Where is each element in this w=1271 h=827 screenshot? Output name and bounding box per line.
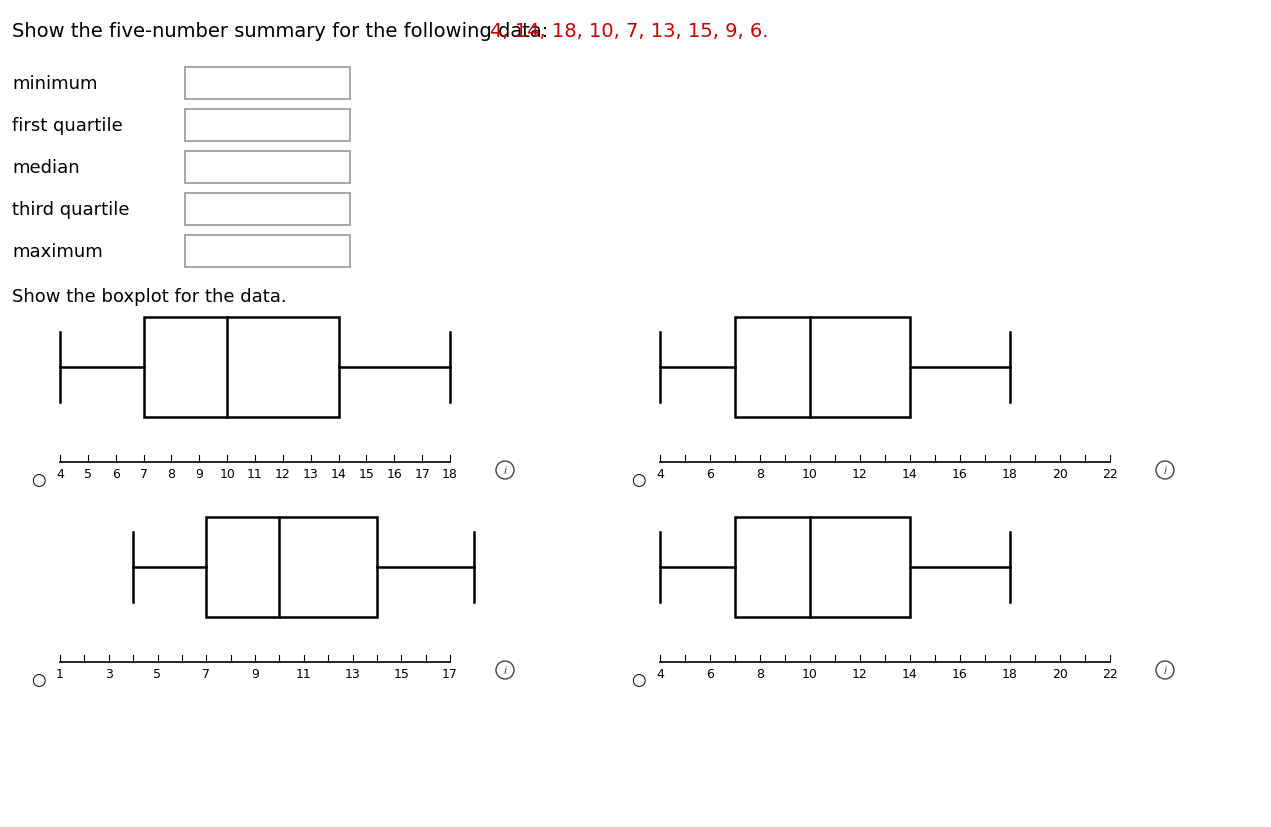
Bar bbox=[206, 518, 377, 617]
Text: 13: 13 bbox=[302, 467, 319, 480]
Text: 12: 12 bbox=[852, 667, 868, 680]
Text: 7: 7 bbox=[140, 467, 147, 480]
Bar bbox=[186, 68, 350, 100]
Text: 22: 22 bbox=[1102, 667, 1118, 680]
Text: 11: 11 bbox=[296, 667, 311, 680]
Bar bbox=[186, 236, 350, 268]
Text: 4, 14, 18, 10, 7, 13, 15, 9, 6.: 4, 14, 18, 10, 7, 13, 15, 9, 6. bbox=[491, 22, 769, 41]
Text: 14: 14 bbox=[902, 667, 918, 680]
Text: 8: 8 bbox=[756, 467, 764, 480]
Text: maximum: maximum bbox=[11, 242, 103, 261]
Text: 3: 3 bbox=[104, 667, 113, 680]
Text: 7: 7 bbox=[202, 667, 210, 680]
Text: ○: ○ bbox=[630, 471, 646, 489]
Text: 20: 20 bbox=[1052, 667, 1068, 680]
Text: first quartile: first quartile bbox=[11, 117, 123, 135]
Text: 10: 10 bbox=[802, 467, 819, 480]
Text: 5: 5 bbox=[154, 667, 161, 680]
Text: i: i bbox=[503, 466, 507, 476]
Text: 4: 4 bbox=[656, 667, 663, 680]
Text: ○: ○ bbox=[630, 670, 646, 688]
Bar bbox=[186, 110, 350, 141]
Text: 18: 18 bbox=[442, 467, 458, 480]
Text: 9: 9 bbox=[252, 667, 259, 680]
Text: 20: 20 bbox=[1052, 467, 1068, 480]
Text: 14: 14 bbox=[330, 467, 347, 480]
Bar bbox=[186, 194, 350, 226]
Text: 10: 10 bbox=[802, 667, 819, 680]
Text: 12: 12 bbox=[852, 467, 868, 480]
Text: 14: 14 bbox=[902, 467, 918, 480]
Text: 16: 16 bbox=[952, 667, 969, 680]
Text: 18: 18 bbox=[1002, 467, 1018, 480]
Text: 6: 6 bbox=[112, 467, 119, 480]
Text: 15: 15 bbox=[393, 667, 409, 680]
Bar bbox=[735, 518, 910, 617]
Bar bbox=[735, 318, 910, 418]
Text: median: median bbox=[11, 159, 80, 177]
Text: Show the five-number summary for the following data:: Show the five-number summary for the fol… bbox=[11, 22, 554, 41]
Text: ○: ○ bbox=[31, 471, 46, 489]
Text: 6: 6 bbox=[707, 467, 714, 480]
Text: 1: 1 bbox=[56, 667, 64, 680]
Text: 22: 22 bbox=[1102, 467, 1118, 480]
Text: 17: 17 bbox=[442, 667, 458, 680]
Text: 5: 5 bbox=[84, 467, 92, 480]
Text: 12: 12 bbox=[275, 467, 291, 480]
Text: i: i bbox=[1163, 665, 1167, 675]
Text: 16: 16 bbox=[386, 467, 402, 480]
Text: minimum: minimum bbox=[11, 75, 98, 93]
Text: 10: 10 bbox=[219, 467, 235, 480]
Text: 16: 16 bbox=[952, 467, 969, 480]
Text: Show the boxplot for the data.: Show the boxplot for the data. bbox=[11, 288, 287, 306]
Text: 4: 4 bbox=[56, 467, 64, 480]
Text: 8: 8 bbox=[756, 667, 764, 680]
Text: i: i bbox=[1163, 466, 1167, 476]
Text: 11: 11 bbox=[247, 467, 263, 480]
Text: 6: 6 bbox=[707, 667, 714, 680]
Text: 13: 13 bbox=[344, 667, 361, 680]
Text: ○: ○ bbox=[31, 670, 46, 688]
Text: i: i bbox=[503, 665, 507, 675]
Text: third quartile: third quartile bbox=[11, 201, 130, 218]
Bar bbox=[186, 152, 350, 184]
Bar bbox=[144, 318, 338, 418]
Text: 8: 8 bbox=[168, 467, 175, 480]
Text: 17: 17 bbox=[414, 467, 430, 480]
Text: 15: 15 bbox=[358, 467, 375, 480]
Text: 18: 18 bbox=[1002, 667, 1018, 680]
Text: 4: 4 bbox=[656, 467, 663, 480]
Text: 9: 9 bbox=[196, 467, 203, 480]
